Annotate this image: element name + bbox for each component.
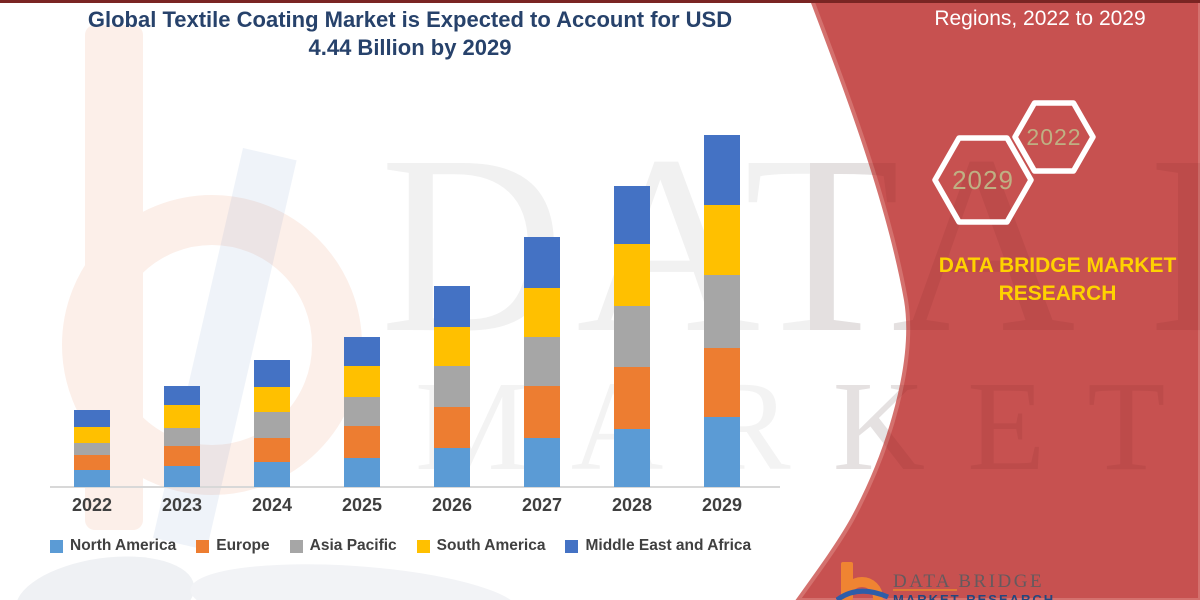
x-axis-label-2029: 2029 <box>701 495 743 515</box>
year-hexagons <box>932 100 1096 225</box>
hexagon-2022 <box>1012 100 1096 174</box>
legend-label: North America <box>70 537 177 554</box>
legend-item-asia-pacific: Asia Pacific <box>289 537 397 555</box>
brand-name-line2: RESEARCH <box>998 282 1117 305</box>
legend-swatch <box>50 539 63 553</box>
legend-label: Middle East and Africa <box>585 537 752 554</box>
legend-label: Europe <box>216 537 270 554</box>
x-axis-label-2027: 2027 <box>521 495 563 515</box>
page-title: Global Textile Coating Market is Expecte… <box>55 6 765 62</box>
page-title-line2: 4.44 Billion by 2029 <box>308 35 512 60</box>
hexagon-2029-label: 2029 <box>952 165 1014 195</box>
legend-swatch <box>565 539 579 553</box>
top-border <box>0 0 1200 3</box>
footer-brand-underline <box>893 589 957 591</box>
red-banner-path <box>795 0 1200 600</box>
page-title-line1: Global Textile Coating Market is Expecte… <box>87 7 733 32</box>
x-axis-label-2028: 2028 <box>611 495 653 515</box>
legend-label: Asia Pacific <box>309 537 397 554</box>
x-axis-label-2023: 2023 <box>161 495 203 515</box>
footer-b-icon <box>836 562 889 600</box>
x-axis-label-2024: 2024 <box>251 495 293 515</box>
footer-brand-name: DATA BRIDGE <box>893 571 1045 592</box>
legend-label: South America <box>436 537 546 554</box>
x-axis-line <box>50 486 780 488</box>
legend: North America Europe Asia Pacific South Ame… <box>50 537 751 555</box>
legend-swatch <box>196 539 210 553</box>
x-axis-label-2026: 2026 <box>431 495 473 515</box>
hexagon-2029 <box>932 135 1034 225</box>
legend-swatch <box>289 539 303 553</box>
x-axis-label-2022: 2022 <box>71 495 113 515</box>
regions-period-label: Regions, 2022 to 2029 <box>934 7 1146 30</box>
footer-b-bowl <box>841 577 883 600</box>
legend-item-south-america: South America <box>416 537 546 555</box>
x-axis-label-2025: 2025 <box>341 495 383 515</box>
legend-item-north-america: North America <box>50 537 176 555</box>
legend-item-middle-east-and-africa: Middle East and Africa <box>565 537 751 555</box>
brand-name-line1: DATA BRIDGE MARKET <box>938 254 1177 277</box>
legend-swatch <box>416 539 430 553</box>
hexagon-2022-label: 2022 <box>1026 124 1082 150</box>
footer-blue-swoosh <box>836 588 889 600</box>
footer-brand-subtitle: MARKET RESEARCH <box>893 592 1056 600</box>
brand-name: DATA BRIDGE MARKET RESEARCH <box>905 252 1200 308</box>
legend-item-europe: Europe <box>196 537 270 555</box>
